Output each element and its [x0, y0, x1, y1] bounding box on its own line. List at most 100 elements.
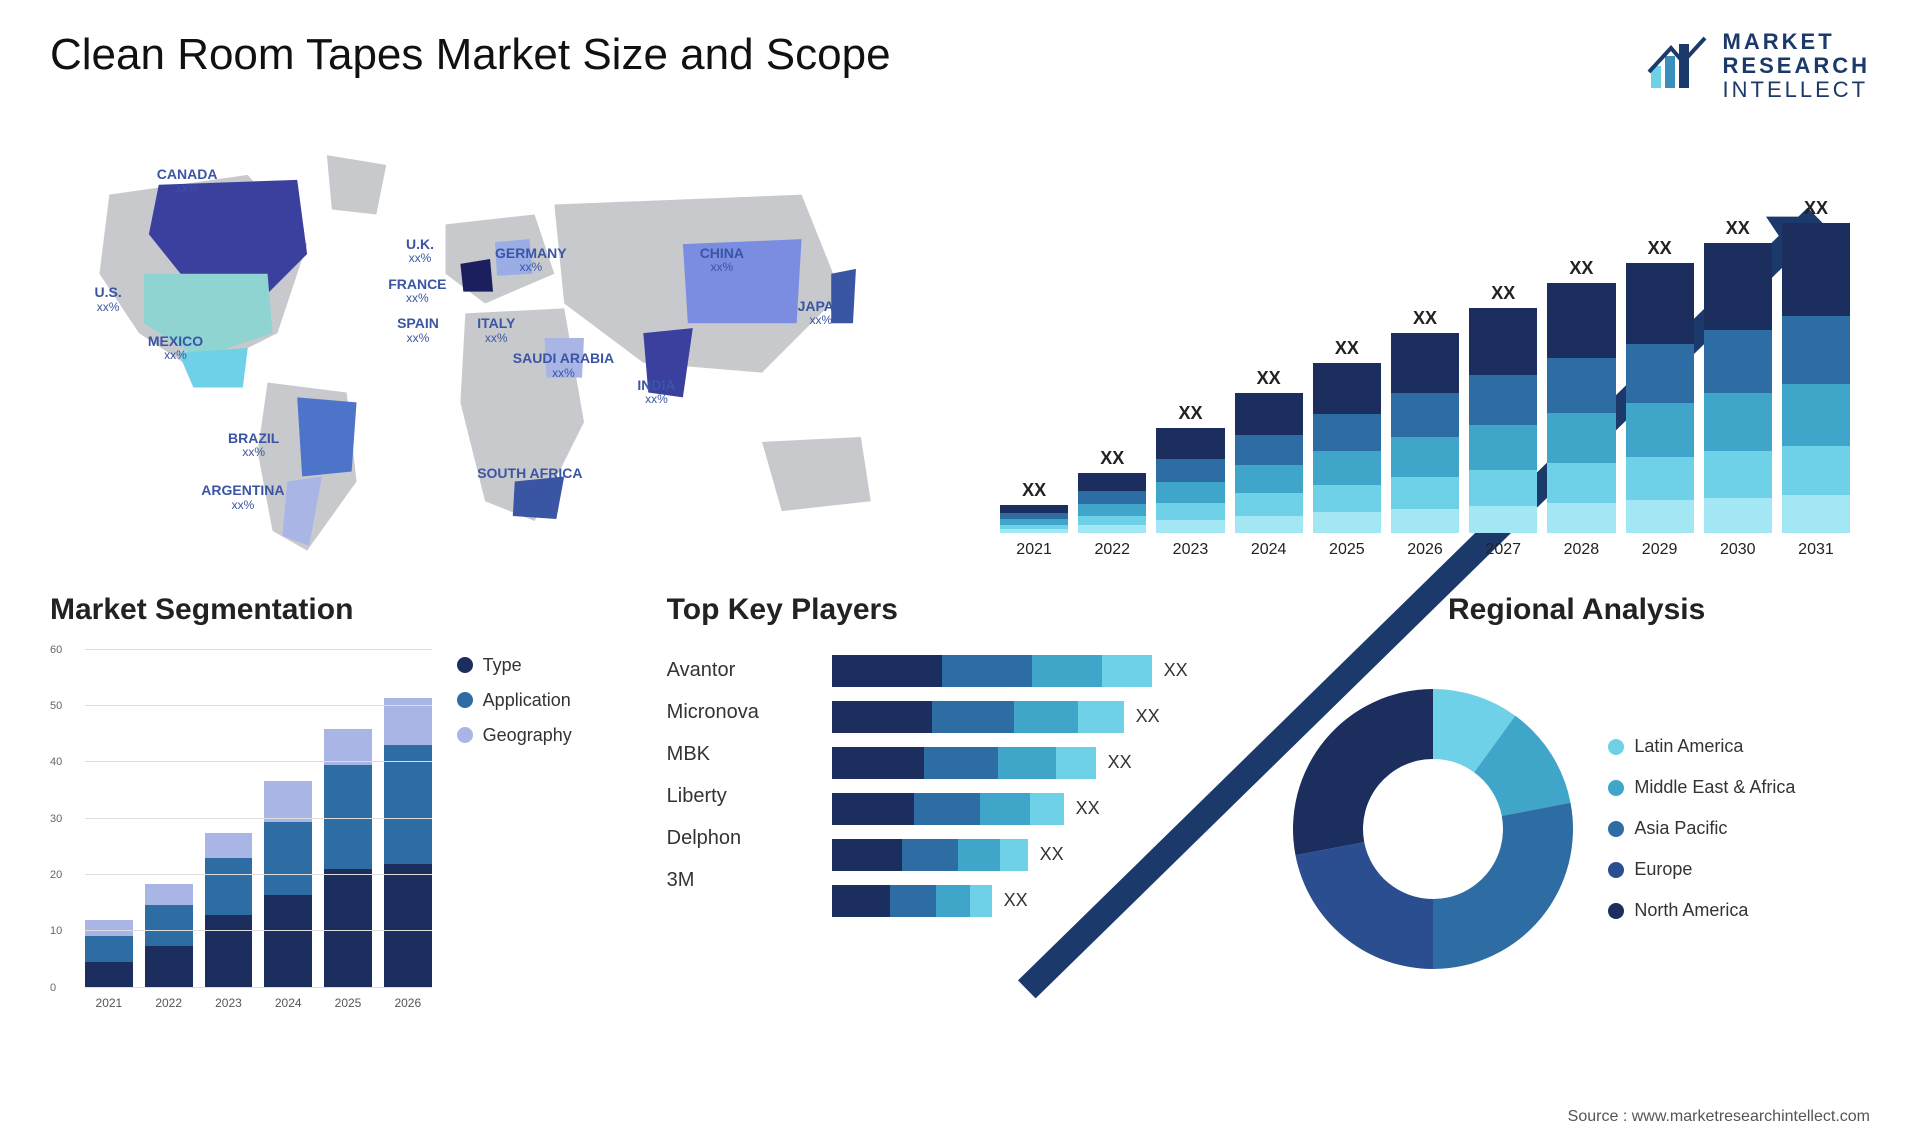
- logo-icon: [1643, 36, 1713, 96]
- source-credit: Source : www.marketresearchintellect.com: [1568, 1108, 1870, 1126]
- segmentation-title: Market Segmentation: [50, 593, 637, 627]
- player-bar: XX: [832, 793, 1254, 825]
- player-value: XX: [1136, 706, 1160, 727]
- growth-bar: XX2031: [1782, 198, 1850, 533]
- segmentation-bar: 2025: [324, 729, 372, 987]
- growth-bar-year: 2025: [1313, 541, 1381, 559]
- logo-line2: RESEARCH: [1723, 53, 1870, 78]
- legend-item: Geography: [457, 725, 637, 746]
- growth-chart-panel: XX2021XX2022XX2023XX2024XX2025XX2026XX20…: [980, 123, 1870, 563]
- key-players-panel: Top Key Players Avantor Micronova MBK Liber…: [667, 593, 1254, 1013]
- growth-bar: XX2025: [1313, 338, 1381, 533]
- map-label: SAUDI ARABIAxx%: [513, 351, 614, 380]
- player-bar: XX: [832, 839, 1254, 871]
- map-label: FRANCExx%: [388, 277, 446, 306]
- segmentation-bar: 2023: [205, 833, 253, 988]
- map-label: MEXICOxx%: [148, 334, 203, 363]
- growth-bar: XX2027: [1469, 283, 1537, 533]
- donut-slice: [1296, 842, 1434, 969]
- legend-item: Application: [457, 690, 637, 711]
- segmentation-panel: Market Segmentation 0102030405060 202120…: [50, 593, 637, 1013]
- growth-bar: XX2023: [1156, 403, 1224, 533]
- growth-bar: XX2022: [1078, 448, 1146, 533]
- growth-bar-value: XX: [1178, 403, 1202, 424]
- map-label: U.S.xx%: [95, 285, 122, 314]
- regional-legend: Latin America Middle East & Africa Asia Pa…: [1608, 736, 1870, 921]
- legend-item: Asia Pacific: [1608, 818, 1870, 839]
- player-name: 3M: [667, 869, 817, 892]
- player-value: XX: [1108, 752, 1132, 773]
- growth-bar: XX2028: [1547, 258, 1615, 533]
- regional-title: Regional Analysis: [1283, 593, 1870, 627]
- growth-bar-value: XX: [1413, 308, 1437, 329]
- player-name: Micronova: [667, 701, 817, 724]
- map-label: BRAZILxx%: [228, 431, 279, 460]
- legend-item: Latin America: [1608, 736, 1870, 757]
- regional-panel: Regional Analysis Latin America Middle Ea…: [1283, 593, 1870, 1013]
- growth-bar-year: 2027: [1469, 541, 1537, 559]
- player-bar: XX: [832, 747, 1254, 779]
- legend-item: Europe: [1608, 859, 1870, 880]
- page-title: Clean Room Tapes Market Size and Scope: [50, 30, 891, 80]
- map-label: SOUTH AFRICAxx%: [477, 466, 582, 495]
- world-map-panel: CANADAxx% U.S.xx% MEXICOxx% BRAZILxx% ARGENT…: [50, 123, 940, 563]
- donut-slice: [1293, 689, 1433, 855]
- growth-bar-value: XX: [1804, 198, 1828, 219]
- donut-slice: [1433, 802, 1573, 968]
- growth-bar-year: 2023: [1156, 541, 1224, 559]
- player-bar: XX: [832, 655, 1254, 687]
- map-label: GERMANYxx%: [495, 246, 567, 275]
- growth-bar-value: XX: [1100, 448, 1124, 469]
- player-bar: XX: [832, 885, 1254, 917]
- growth-bar-value: XX: [1022, 480, 1046, 501]
- key-players-bars: XX XX XX XX XX XX: [832, 655, 1254, 1013]
- segmentation-bar: 2024: [264, 781, 312, 988]
- player-value: XX: [1004, 890, 1028, 911]
- player-name: Delphon: [667, 827, 817, 850]
- legend-item: Type: [457, 655, 637, 676]
- map-label: JAPANxx%: [798, 299, 844, 328]
- growth-bar: XX2029: [1626, 238, 1694, 533]
- map-label: U.K.xx%: [406, 237, 434, 266]
- growth-bar-year: 2030: [1704, 541, 1772, 559]
- player-value: XX: [1040, 844, 1064, 865]
- growth-bar-year: 2022: [1078, 541, 1146, 559]
- logo-line1: MARKET: [1723, 29, 1835, 54]
- growth-bar: XX2030: [1704, 218, 1772, 533]
- player-value: XX: [1164, 660, 1188, 681]
- segmentation-bar: 2022: [145, 884, 193, 987]
- segmentation-chart: 0102030405060 202120222023202420252026: [50, 645, 437, 1013]
- growth-bar-year: 2028: [1547, 541, 1615, 559]
- segmentation-legend: Type Application Geography: [457, 645, 637, 1013]
- player-name: Liberty: [667, 785, 817, 808]
- legend-item: Middle East & Africa: [1608, 777, 1870, 798]
- player-name: MBK: [667, 743, 817, 766]
- map-label: CHINAxx%: [700, 246, 744, 275]
- growth-bar-year: 2029: [1626, 541, 1694, 559]
- growth-bar-value: XX: [1257, 368, 1281, 389]
- map-label: ARGENTINAxx%: [201, 483, 284, 512]
- legend-item: North America: [1608, 900, 1870, 921]
- growth-bar-year: 2024: [1235, 541, 1303, 559]
- growth-bar-value: XX: [1491, 283, 1515, 304]
- logo-line3: INTELLECT: [1723, 78, 1870, 102]
- growth-bar-value: XX: [1726, 218, 1750, 239]
- player-bar: XX: [832, 701, 1254, 733]
- player-name: Avantor: [667, 659, 817, 682]
- growth-bar: XX2024: [1235, 368, 1303, 533]
- player-value: XX: [1076, 798, 1100, 819]
- map-label: INDIAxx%: [637, 378, 675, 407]
- growth-bar-year: 2021: [1000, 541, 1068, 559]
- growth-bar-year: 2026: [1391, 541, 1459, 559]
- growth-bar-value: XX: [1569, 258, 1593, 279]
- growth-bar-value: XX: [1648, 238, 1672, 259]
- regional-donut: [1283, 679, 1583, 979]
- growth-bar-year: 2031: [1782, 541, 1850, 559]
- growth-bar: XX2026: [1391, 308, 1459, 533]
- key-players-title: Top Key Players: [667, 593, 1254, 627]
- growth-bar: XX2021: [1000, 480, 1068, 533]
- brand-logo: MARKET RESEARCH INTELLECT: [1643, 30, 1870, 103]
- map-label: SPAINxx%: [397, 316, 439, 345]
- map-label: CANADAxx%: [157, 167, 218, 196]
- map-label: ITALYxx%: [477, 316, 515, 345]
